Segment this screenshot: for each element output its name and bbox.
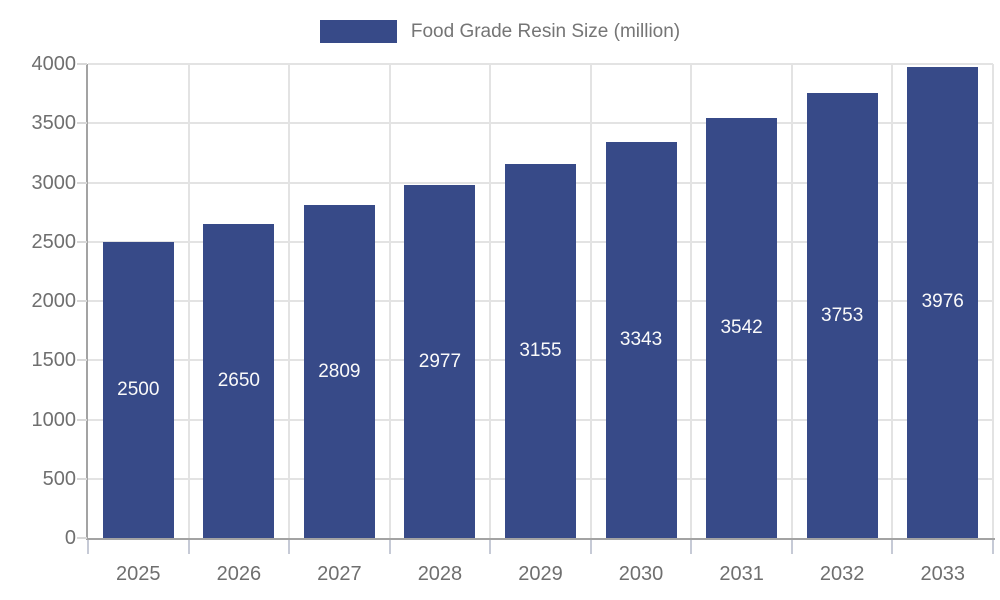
x-axis-label: 2029	[518, 563, 563, 585]
x-axis-label: 2026	[216, 563, 262, 585]
x-axis-tick	[790, 540, 793, 554]
bar[interactable]	[806, 93, 878, 538]
v-gridline	[388, 64, 391, 538]
x-axis-label: 2033	[920, 563, 965, 585]
bar-value-label: 3343	[619, 328, 663, 350]
y-axis-tick	[77, 181, 87, 184]
x-axis-tick	[489, 540, 492, 554]
x-axis-tick	[690, 540, 693, 554]
y-axis-tick	[77, 418, 87, 421]
bar[interactable]	[505, 164, 576, 538]
x-axis-label: 2028	[417, 563, 463, 585]
v-gridline	[288, 64, 291, 538]
x-axis-line	[86, 538, 995, 540]
v-gridline	[589, 64, 592, 538]
bar[interactable]	[404, 185, 476, 538]
x-axis-tick	[288, 540, 291, 554]
y-axis-tick	[77, 240, 87, 243]
bar-value-label: 3976	[921, 291, 964, 313]
x-axis-tick	[992, 540, 994, 554]
x-axis-tick	[187, 540, 190, 554]
v-gridline	[790, 64, 793, 538]
bar-value-label: 3155	[519, 340, 562, 362]
y-axis-tick	[77, 63, 87, 65]
v-gridline	[891, 64, 894, 538]
plot-area: 2500 2650 2809 2977 3155 3343 3542 3753 3976	[88, 63, 994, 538]
bar-value-label: 2650	[217, 370, 260, 391]
y-axis-label: 4000	[31, 53, 77, 75]
y-axis-label: 500	[42, 467, 76, 490]
bar-value-label: 2977	[418, 350, 462, 372]
bar[interactable]	[907, 66, 979, 538]
x-axis-tick	[891, 540, 894, 554]
x-axis-label: 2031	[719, 563, 764, 585]
h-gridline	[88, 122, 993, 125]
x-axis-label: 2025	[116, 563, 161, 585]
bar[interactable]	[706, 118, 778, 538]
y-axis-line	[86, 64, 88, 540]
v-gridline	[992, 64, 994, 538]
y-axis-tick	[77, 359, 87, 362]
x-axis-tick	[589, 540, 592, 554]
y-axis-label: 2500	[31, 230, 77, 253]
bar-value-label: 3542	[720, 317, 763, 339]
y-axis-label: 1000	[31, 408, 77, 431]
bar[interactable]	[203, 223, 275, 538]
y-axis-tick	[77, 477, 87, 480]
x-axis-tick	[87, 540, 89, 554]
x-axis-label: 2030	[618, 563, 664, 585]
bar-value-label: 3753	[821, 304, 864, 326]
y-axis-label: 1500	[31, 349, 77, 372]
y-axis-label: 3000	[31, 171, 77, 194]
x-axis-label: 2032	[819, 563, 865, 585]
y-axis-tick	[77, 122, 87, 125]
legend-label: Food Grade Resin Size (million)	[410, 20, 681, 42]
h-gridline	[88, 63, 993, 65]
y-axis-tick	[77, 537, 87, 539]
y-axis-tick	[77, 300, 87, 302]
bar[interactable]	[102, 241, 174, 538]
legend[interactable]: Food Grade Resin Size (million)	[0, 20, 1000, 43]
v-gridline	[489, 64, 492, 538]
legend-swatch	[319, 20, 397, 43]
bar[interactable]	[303, 205, 375, 538]
bar[interactable]	[605, 141, 677, 538]
y-axis-label: 0	[64, 527, 76, 549]
bar-value-label: 2500	[117, 378, 160, 400]
x-axis-tick	[388, 540, 391, 554]
y-axis-label: 2000	[31, 290, 77, 312]
bar-value-label: 2809	[318, 360, 361, 382]
y-axis-label: 3500	[31, 112, 77, 135]
v-gridline	[187, 64, 190, 538]
x-axis-label: 2027	[317, 563, 362, 585]
v-gridline	[690, 64, 693, 538]
